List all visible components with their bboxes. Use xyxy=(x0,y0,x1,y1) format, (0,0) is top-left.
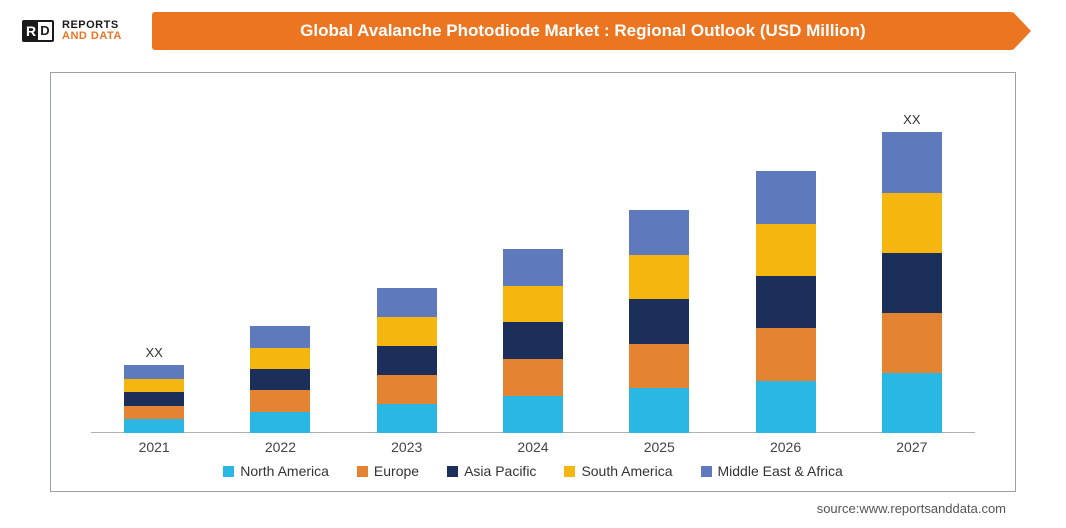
legend-swatch xyxy=(701,466,712,477)
bar-segment xyxy=(756,381,816,433)
bar-column: XX xyxy=(124,365,184,433)
legend-label: Asia Pacific xyxy=(464,463,536,479)
bar-annotation: XX xyxy=(124,345,184,360)
legend-item: Asia Pacific xyxy=(447,463,536,479)
bar-column: XX xyxy=(882,132,942,433)
legend-item: Europe xyxy=(357,463,419,479)
legend-label: Europe xyxy=(374,463,419,479)
bar-segment xyxy=(250,326,310,347)
bar-segment xyxy=(882,373,942,433)
x-axis-label: 2025 xyxy=(629,439,689,455)
bar-stack xyxy=(756,171,816,433)
logo-d-letter: D xyxy=(36,20,54,42)
bar-segment xyxy=(377,375,437,404)
logo-line2: AND DATA xyxy=(62,31,122,42)
bar-segment xyxy=(250,412,310,433)
bar-segment xyxy=(124,419,184,433)
bar-segment xyxy=(377,317,437,346)
bar-segment xyxy=(503,396,563,433)
logo-text: REPORTS AND DATA xyxy=(62,20,122,42)
bar-stack xyxy=(629,210,689,433)
x-axis-label: 2021 xyxy=(124,439,184,455)
legend-label: North America xyxy=(240,463,329,479)
plot-area: XX XX 2021 2022 2023 2024 2025 2026 2027 xyxy=(51,73,1015,455)
bar-segment xyxy=(629,210,689,255)
bar-stack: XX xyxy=(882,132,942,433)
bar-annotation: XX xyxy=(882,112,942,127)
bar-stack xyxy=(250,326,310,433)
bar-stack xyxy=(503,249,563,433)
bar-segment xyxy=(124,406,184,420)
x-axis-label: 2024 xyxy=(503,439,563,455)
title-chevron-icon xyxy=(1013,12,1031,50)
bar-segment xyxy=(124,392,184,406)
x-axis-label: 2022 xyxy=(250,439,310,455)
title-bar: Global Avalanche Photodiode Market : Reg… xyxy=(152,12,1014,50)
bar-segment xyxy=(756,171,816,223)
legend: North America Europe Asia Pacific South Ame… xyxy=(51,455,1015,491)
source-label: source:www.reportsanddata.com xyxy=(817,501,1006,516)
bar-segment xyxy=(882,313,942,373)
legend-swatch xyxy=(447,466,458,477)
bar-segment xyxy=(882,193,942,253)
legend-item: Middle East & Africa xyxy=(701,463,843,479)
x-axis-labels: 2021 2022 2023 2024 2025 2026 2027 xyxy=(91,439,975,455)
bar-column xyxy=(377,288,437,433)
legend-label: South America xyxy=(581,463,672,479)
bar-segment xyxy=(756,224,816,276)
x-axis-label: 2023 xyxy=(377,439,437,455)
bar-segment xyxy=(629,388,689,433)
bar-segment xyxy=(124,365,184,379)
legend-item: South America xyxy=(564,463,672,479)
bar-segment xyxy=(377,288,437,317)
bar-segment xyxy=(629,344,689,389)
logo-block: R D REPORTS AND DATA xyxy=(12,17,152,45)
bar-segment xyxy=(503,322,563,359)
chart-frame: XX XX 2021 2022 2023 2024 2025 2026 2027 North … xyxy=(50,72,1016,492)
bar-segment xyxy=(250,348,310,369)
bar-column xyxy=(756,171,816,433)
legend-swatch xyxy=(357,466,368,477)
bar-segment xyxy=(756,328,816,380)
x-axis-label: 2026 xyxy=(756,439,816,455)
bar-segment xyxy=(503,286,563,323)
bars-row: XX XX xyxy=(91,113,975,433)
bar-segment xyxy=(250,369,310,390)
logo-mark: R D xyxy=(22,17,56,45)
bar-segment xyxy=(756,276,816,328)
x-axis-label: 2027 xyxy=(882,439,942,455)
bar-stack: XX xyxy=(124,365,184,433)
bar-segment xyxy=(503,359,563,396)
bar-segment xyxy=(503,249,563,286)
chart-title: Global Avalanche Photodiode Market : Reg… xyxy=(300,21,865,41)
bar-stack xyxy=(377,288,437,433)
bar-segment xyxy=(377,404,437,433)
bar-column xyxy=(629,210,689,433)
bar-segment xyxy=(882,132,942,192)
bar-segment xyxy=(629,299,689,344)
root-container: R D REPORTS AND DATA Global Avalanche Ph… xyxy=(0,0,1066,528)
bar-column xyxy=(250,326,310,433)
legend-label: Middle East & Africa xyxy=(718,463,843,479)
header-row: R D REPORTS AND DATA Global Avalanche Ph… xyxy=(12,8,1054,54)
legend-swatch xyxy=(223,466,234,477)
legend-swatch xyxy=(564,466,575,477)
bar-segment xyxy=(629,255,689,300)
bar-column xyxy=(503,249,563,433)
bar-segment xyxy=(377,346,437,375)
bar-segment xyxy=(882,253,942,313)
bar-segment xyxy=(124,379,184,393)
legend-item: North America xyxy=(223,463,329,479)
bar-segment xyxy=(250,390,310,411)
